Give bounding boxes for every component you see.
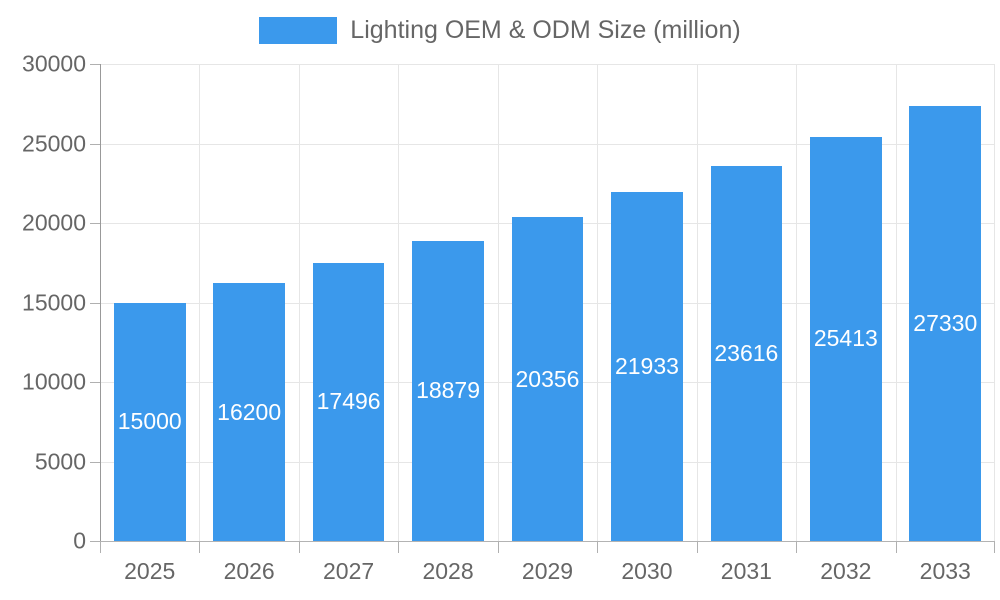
legend: Lighting OEM & ODM Size (million) [0,16,1000,45]
bar-value-label: 20356 [515,365,580,392]
bar[interactable]: 23616 [710,165,783,541]
y-axis-label: 5000 [34,448,86,474]
v-gridline [597,64,599,541]
x-axis-label: 2031 [720,558,772,584]
y-axis-line [100,64,101,541]
x-axis-tick [100,541,101,553]
x-axis-tick [994,541,995,553]
y-axis-tick [90,302,100,304]
bar-value-label: 27330 [913,310,978,337]
x-axis-tick [199,541,201,553]
x-axis-tick [895,541,897,553]
y-axis-tick [90,541,100,542]
bar[interactable]: 16200 [213,283,285,541]
y-axis-tick [90,64,100,65]
y-axis-tick [90,461,100,463]
legend-label: Lighting OEM & ODM Size (million) [350,16,741,44]
bar[interactable]: 15000 [113,302,186,541]
y-axis-label: 25000 [22,130,86,156]
bar-value-label: 18879 [416,377,481,404]
x-axis-tick [497,541,499,553]
bar-value-label: 16200 [217,398,282,425]
bar[interactable]: 20356 [511,217,584,541]
v-gridline [199,64,201,541]
x-axis-label: 2026 [223,558,275,584]
v-gridline [696,64,698,541]
x-axis-label: 2025 [124,558,176,584]
y-axis-label: 10000 [22,368,86,395]
v-gridline [994,64,995,541]
v-gridline [497,64,499,541]
y-axis-label: 0 [73,527,86,554]
v-gridline [298,64,300,541]
x-axis-tick [398,541,400,553]
x-axis-label: 2030 [621,558,673,584]
bar-value-label: 21933 [614,353,679,380]
y-axis-label: 30000 [22,50,86,77]
bar-value-label: 23616 [714,339,779,366]
x-axis-label: 2032 [820,558,872,584]
y-axis-tick [90,382,100,383]
bar-value-label: 17496 [316,388,381,415]
y-axis-tick [90,143,100,145]
legend-item[interactable]: Lighting OEM & ODM Size (million) [259,16,741,45]
x-axis-label: 2027 [323,558,375,584]
bar[interactable]: 25413 [810,136,882,541]
x-axis-tick [796,541,798,553]
v-gridline [398,64,400,541]
bar[interactable]: 27330 [909,106,982,541]
x-axis-label: 2033 [919,558,971,584]
x-axis-line [100,541,995,542]
bar-value-label: 25413 [813,325,878,352]
x-axis-label: 2029 [521,558,574,584]
plot-area: 15000 16200 17496 18879 20356 21933 23616 25413… [22,52,995,584]
y-axis-label: 15000 [22,289,86,315]
bar-value-label: 15000 [117,408,182,435]
x-axis-label: 2028 [422,558,474,584]
y-axis-label: 20000 [22,209,86,236]
x-axis-tick [298,541,300,553]
legend-swatch-icon [259,17,338,44]
h-gridline [100,64,995,65]
y-axis-tick [90,223,100,224]
v-gridline [895,64,897,541]
bar[interactable]: 17496 [312,262,385,541]
h-gridline [100,143,995,145]
x-axis-tick [597,541,599,553]
bar[interactable]: 21933 [611,192,683,541]
bar[interactable]: 18879 [412,240,484,541]
x-axis-tick [696,541,698,553]
v-gridline [796,64,798,541]
